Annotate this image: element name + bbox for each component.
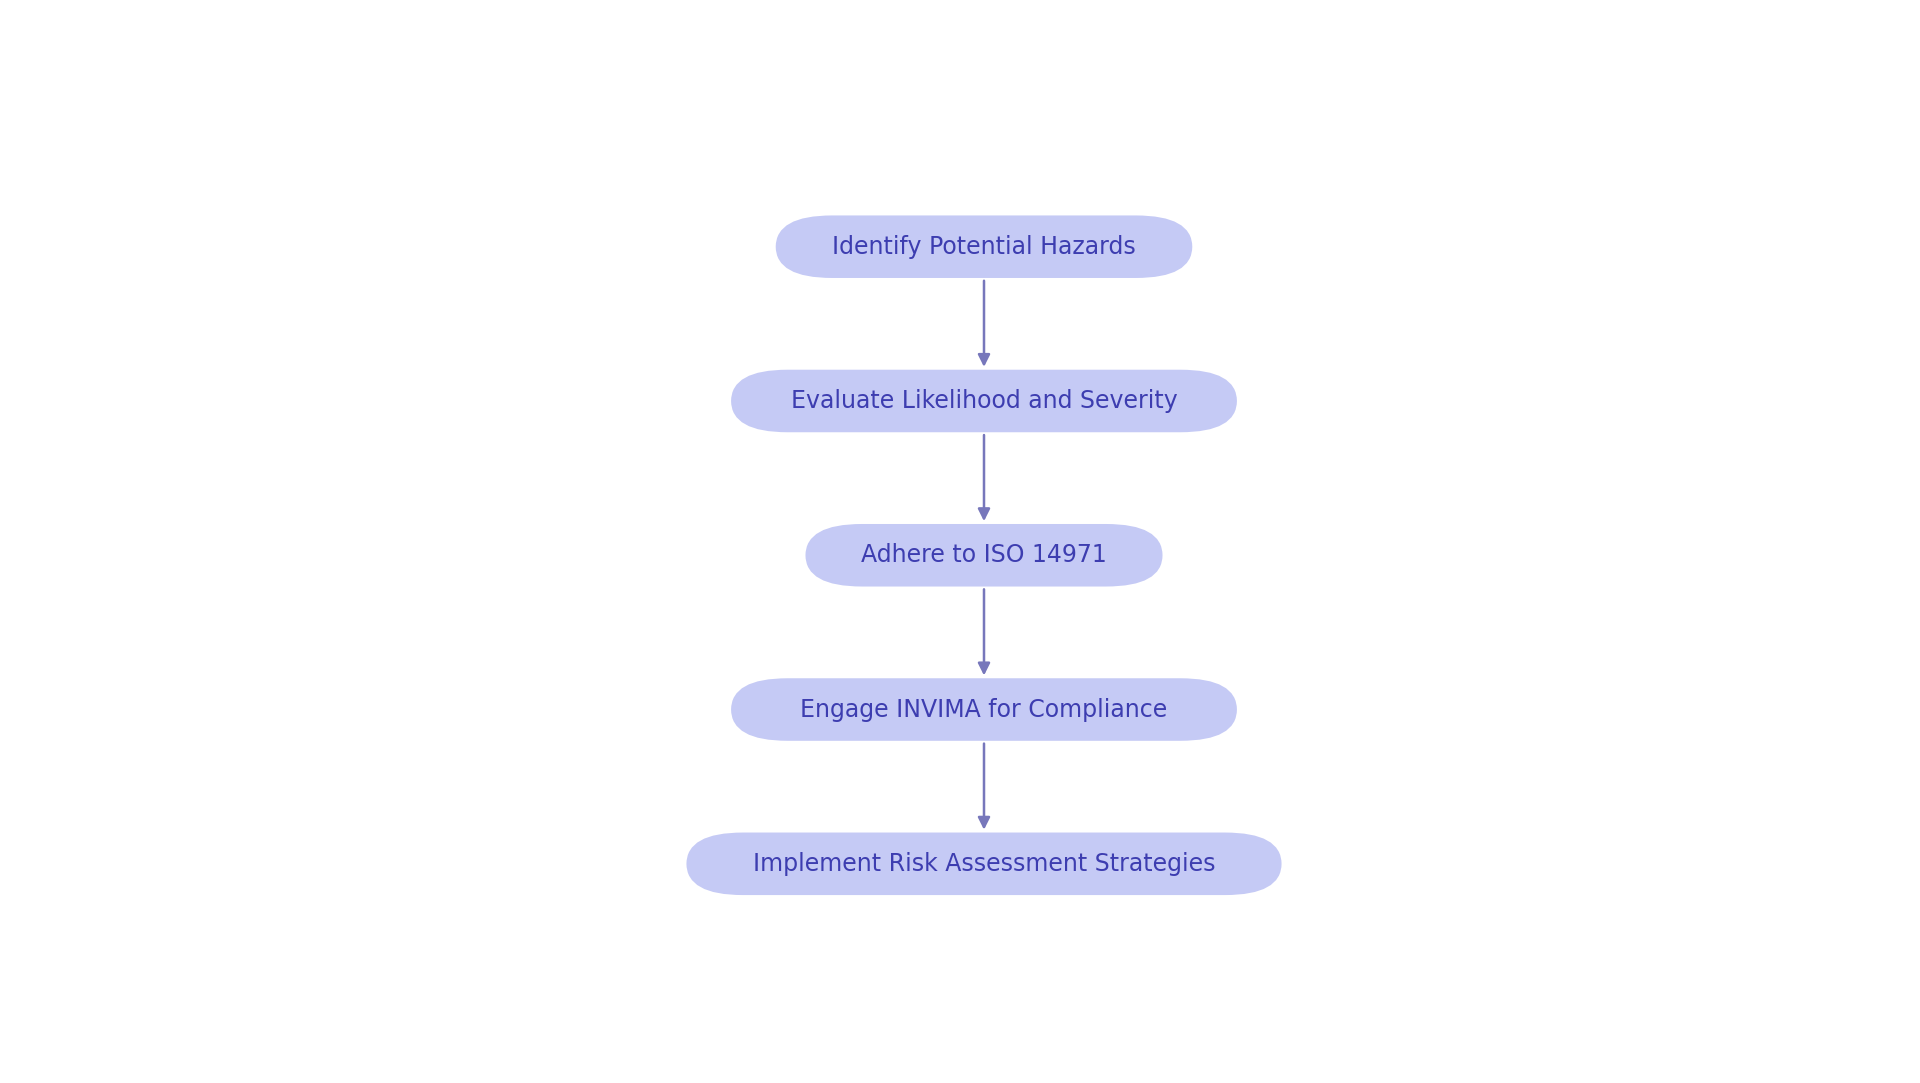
- Text: Implement Risk Assessment Strategies: Implement Risk Assessment Strategies: [753, 852, 1215, 876]
- FancyBboxPatch shape: [687, 833, 1283, 895]
- Text: Identify Potential Hazards: Identify Potential Hazards: [831, 235, 1137, 259]
- FancyBboxPatch shape: [732, 369, 1236, 432]
- FancyBboxPatch shape: [806, 524, 1162, 587]
- Text: Engage INVIMA for Compliance: Engage INVIMA for Compliance: [801, 697, 1167, 721]
- Text: Adhere to ISO 14971: Adhere to ISO 14971: [862, 544, 1106, 567]
- Text: Evaluate Likelihood and Severity: Evaluate Likelihood and Severity: [791, 389, 1177, 413]
- FancyBboxPatch shape: [732, 678, 1236, 741]
- FancyBboxPatch shape: [776, 216, 1192, 278]
